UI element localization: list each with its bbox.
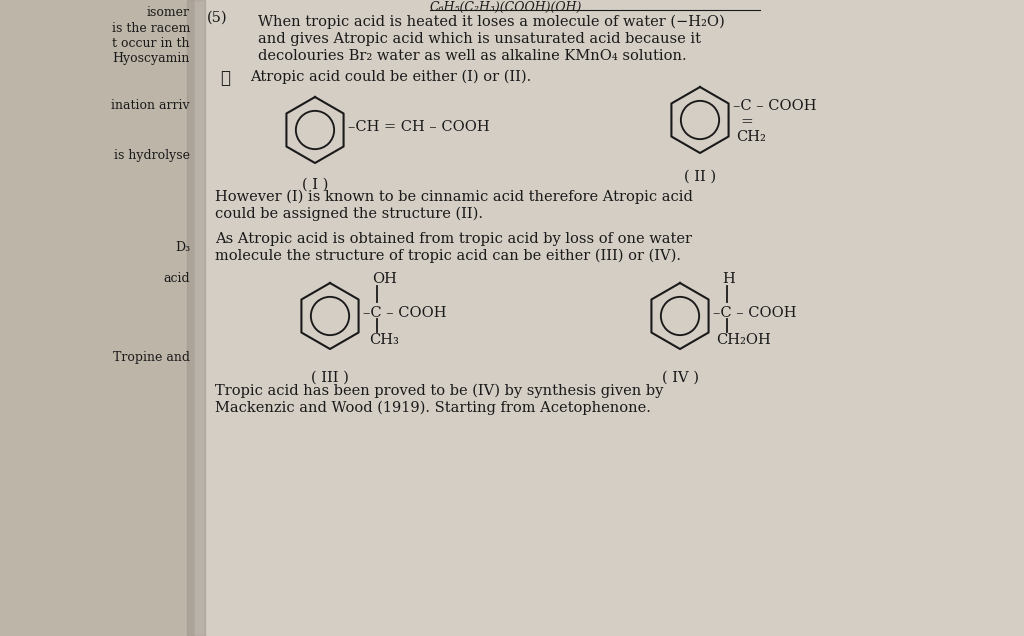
Text: Tropine and: Tropine and bbox=[113, 351, 190, 364]
Text: –CH = CH – COOH: –CH = CH – COOH bbox=[348, 120, 489, 134]
Text: Mackenzic and Wood (1919). Starting from Acetophenone.: Mackenzic and Wood (1919). Starting from… bbox=[215, 401, 651, 415]
Text: –C – COOH: –C – COOH bbox=[733, 99, 816, 113]
Text: ( II ): ( II ) bbox=[684, 170, 716, 184]
Text: ( I ): ( I ) bbox=[302, 178, 328, 192]
Text: and gives Atropic acid which is unsaturated acid because it: and gives Atropic acid which is unsatura… bbox=[258, 32, 701, 46]
Text: ( III ): ( III ) bbox=[311, 371, 349, 385]
Text: OH: OH bbox=[372, 272, 397, 286]
Text: ∴: ∴ bbox=[220, 70, 230, 87]
Text: As Atropic acid is obtained from tropic acid by loss of one water: As Atropic acid is obtained from tropic … bbox=[215, 232, 692, 246]
Text: decolouries Br₂ water as well as alkaline KMnO₄ solution.: decolouries Br₂ water as well as alkalin… bbox=[258, 49, 687, 63]
Text: ination arriv: ination arriv bbox=[112, 99, 190, 112]
Text: However (I) is known to be cinnamic acid therefore Atropic acid: However (I) is known to be cinnamic acid… bbox=[215, 190, 693, 204]
Text: CH₂: CH₂ bbox=[736, 130, 766, 144]
Text: (5): (5) bbox=[207, 11, 227, 25]
Text: isomer: isomer bbox=[147, 6, 190, 19]
Text: When tropic acid is heated it loses a molecule of water (−H₂O): When tropic acid is heated it loses a mo… bbox=[258, 15, 725, 29]
Text: C₆H₅(C₂H₃)(COOH)(OH): C₆H₅(C₂H₃)(COOH)(OH) bbox=[430, 1, 583, 14]
Bar bbox=[187, 0, 205, 636]
Text: =: = bbox=[740, 115, 753, 129]
Text: CH₃: CH₃ bbox=[369, 333, 399, 347]
Text: molecule the structure of tropic acid can be either (III) or (IV).: molecule the structure of tropic acid ca… bbox=[215, 249, 681, 263]
Text: is hydrolyse: is hydrolyse bbox=[114, 149, 190, 162]
Text: Tropic acid has been proved to be (IV) by synthesis given by: Tropic acid has been proved to be (IV) b… bbox=[215, 384, 664, 398]
Text: could be assigned the structure (II).: could be assigned the structure (II). bbox=[215, 207, 483, 221]
Text: H: H bbox=[722, 272, 735, 286]
Text: Atropic acid could be either (I) or (II).: Atropic acid could be either (I) or (II)… bbox=[250, 70, 531, 85]
Text: acid: acid bbox=[164, 272, 190, 285]
Text: –C – COOH: –C – COOH bbox=[713, 306, 797, 320]
Text: D₃: D₃ bbox=[175, 241, 190, 254]
Text: Hyoscyamin: Hyoscyamin bbox=[113, 52, 190, 65]
Text: ( IV ): ( IV ) bbox=[662, 371, 698, 385]
Text: t occur in th: t occur in th bbox=[113, 37, 190, 50]
Text: CH₂OH: CH₂OH bbox=[716, 333, 771, 347]
Bar bbox=[195, 0, 1024, 636]
Bar bbox=[0, 0, 195, 636]
Text: is the racem: is the racem bbox=[112, 22, 190, 35]
Text: –C – COOH: –C – COOH bbox=[362, 306, 446, 320]
